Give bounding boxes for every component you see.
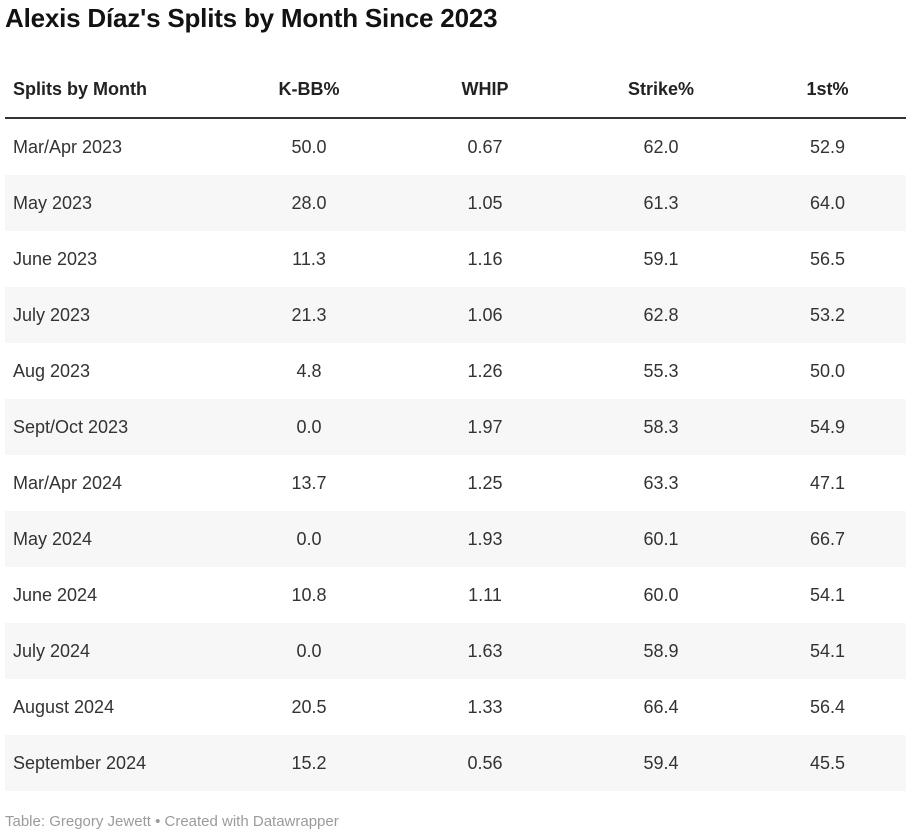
- cell-strike-pct: 58.3: [643, 416, 679, 437]
- cell-k-bb-pct: 50.0: [291, 136, 327, 157]
- table-row: May 2024 0.0 1.93 60.1 66.7: [5, 511, 906, 567]
- cell-whip: 1.93: [467, 528, 503, 549]
- table-row: August 2024 20.5 1.33 66.4 56.4: [5, 679, 906, 735]
- page-title: Alexis Díaz's Splits by Month Since 2023: [5, 3, 498, 33]
- cell-k-bb-pct: 0.0: [296, 640, 322, 661]
- row-label: May 2024: [13, 528, 93, 549]
- cell-1st-pct: 54.1: [809, 584, 846, 605]
- cell-whip: 1.16: [467, 248, 503, 269]
- cell-1st-pct: 50.0: [809, 360, 846, 381]
- table-header-row: Splits by Month K-BB% WHIP Strike% 1st%: [5, 67, 906, 119]
- row-label: June 2024: [13, 584, 98, 605]
- splits-by-month-table: Splits by Month K-BB% WHIP Strike% 1st% …: [5, 67, 906, 791]
- cell-1st-pct: 56.4: [809, 696, 846, 717]
- cell-whip: 1.26: [467, 360, 503, 381]
- cell-strike-pct: 60.0: [643, 584, 679, 605]
- row-label: June 2023: [13, 248, 98, 269]
- row-label: Sept/Oct 2023: [13, 416, 129, 437]
- table-row: Aug 2023 4.8 1.26 55.3 50.0: [5, 343, 906, 399]
- cell-1st-pct: 45.5: [809, 752, 846, 773]
- row-label: September 2024: [13, 752, 147, 773]
- cell-k-bb-pct: 20.5: [291, 696, 327, 717]
- cell-strike-pct: 63.3: [643, 472, 679, 493]
- cell-1st-pct: 47.1: [809, 472, 846, 493]
- cell-whip: 1.97: [467, 416, 503, 437]
- attribution-byline: Table: Gregory Jewett • Created with Dat…: [5, 813, 339, 830]
- row-label: August 2024: [13, 696, 115, 717]
- cell-strike-pct: 62.8: [643, 304, 679, 325]
- cell-k-bb-pct: 10.8: [291, 584, 327, 605]
- column-header-whip: WHIP: [397, 67, 573, 119]
- cell-whip: 0.67: [467, 136, 503, 157]
- cell-whip: 1.33: [467, 696, 503, 717]
- table-row: June 2023 11.3 1.16 59.1 56.5: [5, 231, 906, 287]
- cell-strike-pct: 55.3: [643, 360, 679, 381]
- table-row: May 2023 28.0 1.05 61.3 64.0: [5, 175, 906, 231]
- cell-whip: 0.56: [467, 752, 503, 773]
- cell-whip: 1.11: [468, 584, 502, 605]
- row-label: May 2023: [13, 192, 93, 213]
- cell-strike-pct: 58.9: [643, 640, 679, 661]
- cell-strike-pct: 61.3: [643, 192, 679, 213]
- column-header-1st-pct: 1st%: [749, 67, 906, 119]
- cell-k-bb-pct: 0.0: [296, 528, 322, 549]
- cell-strike-pct: 60.1: [643, 528, 679, 549]
- cell-k-bb-pct: 13.7: [291, 472, 327, 493]
- cell-strike-pct: 66.4: [643, 696, 679, 717]
- row-label: July 2024: [13, 640, 91, 661]
- cell-1st-pct: 66.7: [809, 528, 846, 549]
- cell-k-bb-pct: 15.2: [291, 752, 327, 773]
- cell-1st-pct: 53.2: [809, 304, 846, 325]
- cell-1st-pct: 64.0: [809, 192, 846, 213]
- cell-k-bb-pct: 28.0: [291, 192, 327, 213]
- row-label: Mar/Apr 2023: [13, 136, 123, 157]
- table-row: July 2023 21.3 1.06 62.8 53.2: [5, 287, 906, 343]
- table-row: June 2024 10.8 1.11 60.0 54.1: [5, 567, 906, 623]
- table-row: July 2024 0.0 1.63 58.9 54.1: [5, 623, 906, 679]
- column-header-splits-by-month: Splits by Month: [5, 67, 221, 119]
- table-row: Sept/Oct 2023 0.0 1.97 58.3 54.9: [5, 399, 906, 455]
- row-label: Aug 2023: [13, 360, 91, 381]
- table-row: September 2024 15.2 0.56 59.4 45.5: [5, 735, 906, 791]
- cell-1st-pct: 52.9: [809, 136, 846, 157]
- row-label: July 2023: [13, 304, 91, 325]
- cell-k-bb-pct: 11.3: [292, 248, 326, 269]
- cell-1st-pct: 54.9: [809, 416, 846, 437]
- column-header-k-bb-pct: K-BB%: [221, 67, 397, 119]
- cell-whip: 1.63: [467, 640, 503, 661]
- row-label: Mar/Apr 2024: [13, 472, 123, 493]
- cell-1st-pct: 56.5: [809, 248, 846, 269]
- cell-strike-pct: 59.4: [643, 752, 679, 773]
- table-row: Mar/Apr 2024 13.7 1.25 63.3 47.1: [5, 455, 906, 511]
- cell-1st-pct: 54.1: [809, 640, 846, 661]
- cell-strike-pct: 59.1: [643, 248, 679, 269]
- cell-whip: 1.05: [467, 192, 503, 213]
- cell-k-bb-pct: 4.8: [296, 360, 322, 381]
- cell-whip: 1.25: [467, 472, 503, 493]
- table-row: Mar/Apr 2023 50.0 0.67 62.0 52.9: [5, 118, 906, 175]
- cell-k-bb-pct: 21.3: [291, 304, 327, 325]
- column-header-strike-pct: Strike%: [573, 67, 749, 119]
- cell-strike-pct: 62.0: [643, 136, 679, 157]
- cell-k-bb-pct: 0.0: [296, 416, 322, 437]
- cell-whip: 1.06: [467, 304, 503, 325]
